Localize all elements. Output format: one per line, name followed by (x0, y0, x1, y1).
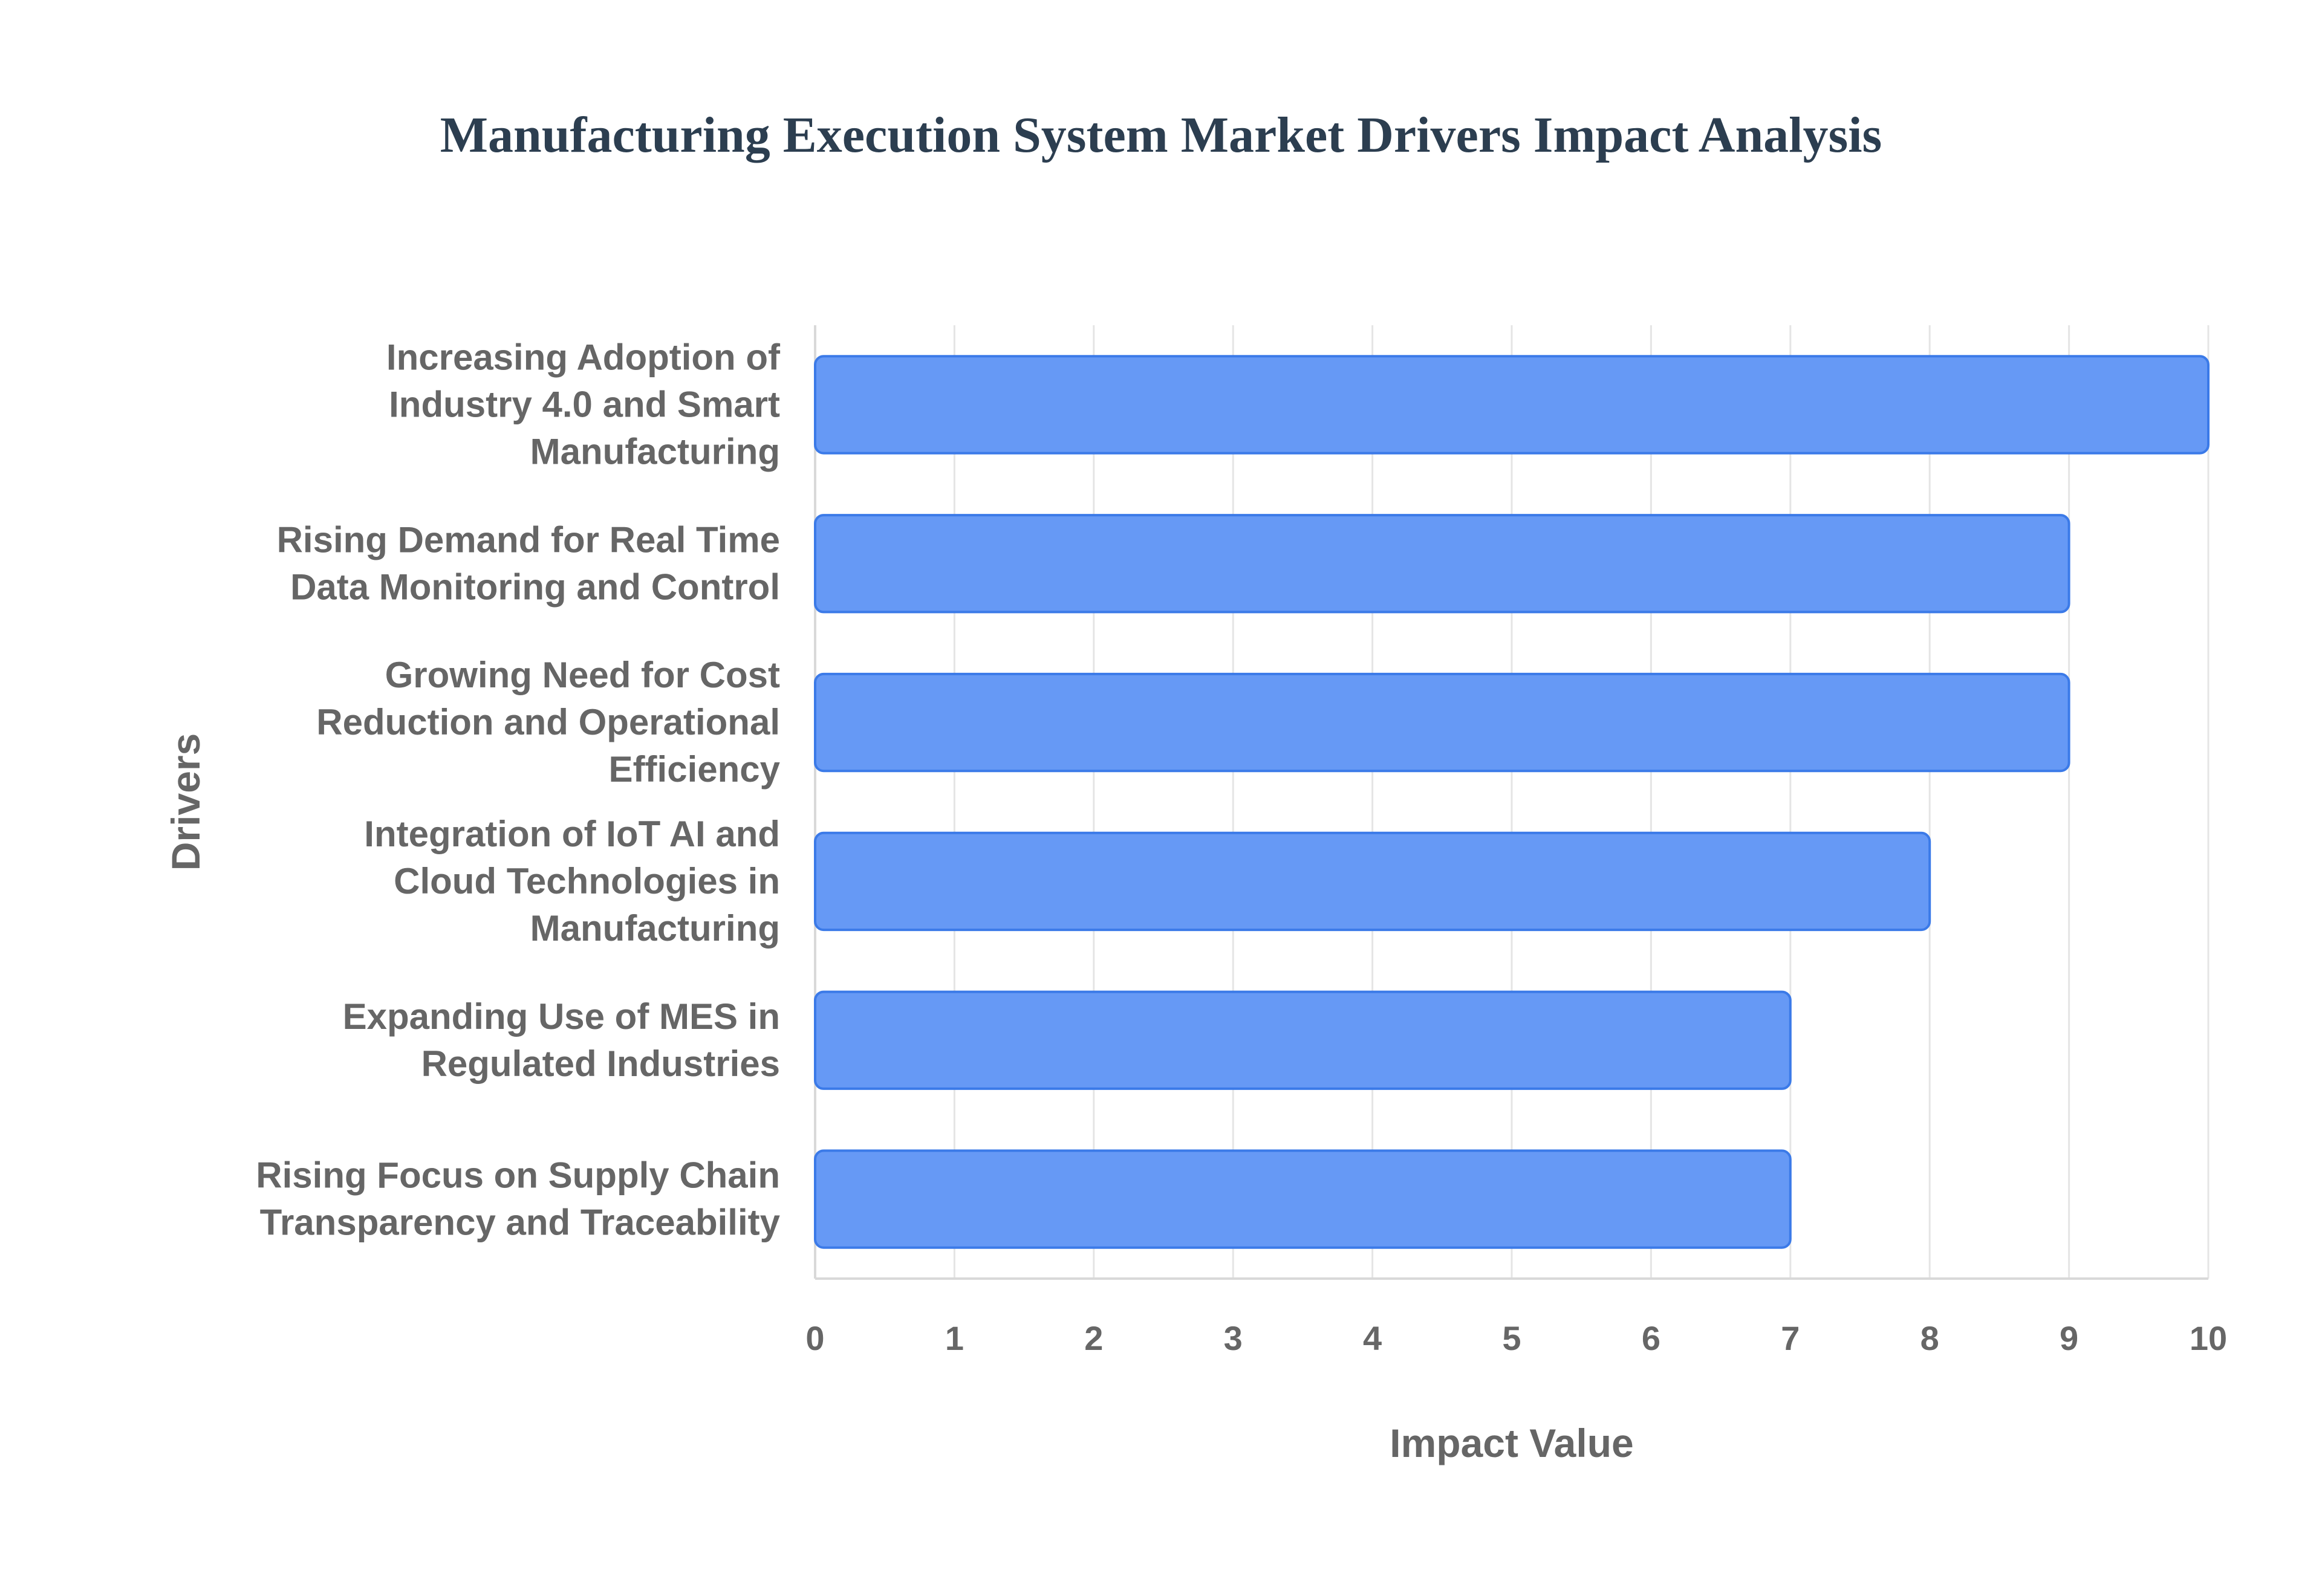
x-tick-labels: 0 1 2 3 4 5 6 7 8 9 10 (805, 1319, 2227, 1357)
x-tick-label: 8 (1920, 1319, 1939, 1357)
bar (814, 355, 2210, 455)
x-tick-label: 7 (1781, 1319, 1800, 1357)
x-tick-label: 4 (1363, 1319, 1382, 1357)
y-tick-label: Integration of IoT AI and Cloud Technolog… (364, 814, 780, 949)
bar (814, 672, 2070, 773)
gridlines (814, 325, 2210, 1280)
y-tick-label: Rising Focus on Supply Chain Transparency… (256, 1155, 780, 1243)
x-tick-label: 6 (1642, 1319, 1660, 1357)
bars (814, 355, 2210, 1249)
x-tick-label: 0 (805, 1319, 824, 1357)
y-axis-title: Drivers (163, 733, 208, 871)
y-tick-labels: Increasing Adoption of Industry 4.0 and S… (256, 337, 781, 1242)
x-tick-label: 5 (1502, 1319, 1521, 1357)
x-tick-label: 2 (1084, 1319, 1103, 1357)
x-tick-label: 1 (945, 1319, 964, 1357)
x-tick-label: 3 (1224, 1319, 1243, 1357)
x-axis-title: Impact Value (1390, 1421, 1634, 1465)
bar (814, 831, 1931, 932)
x-tick-label: 10 (2190, 1319, 2227, 1357)
x-tick-label: 9 (2060, 1319, 2078, 1357)
chart-title: Manufacturing Execution System Market Dr… (440, 107, 1882, 163)
y-tick-label: Expanding Use of MES in Regulated Industr… (343, 996, 780, 1084)
bar (814, 990, 1792, 1090)
y-tick-label: Rising Demand for Real Time Data Monitori… (277, 519, 780, 607)
y-tick-label: Increasing Adoption of Industry 4.0 and S… (386, 337, 781, 472)
y-tick-label: Growing Need for Cost Reduction and Opera… (316, 655, 780, 790)
bar (814, 1149, 1792, 1249)
bar (814, 514, 2070, 614)
